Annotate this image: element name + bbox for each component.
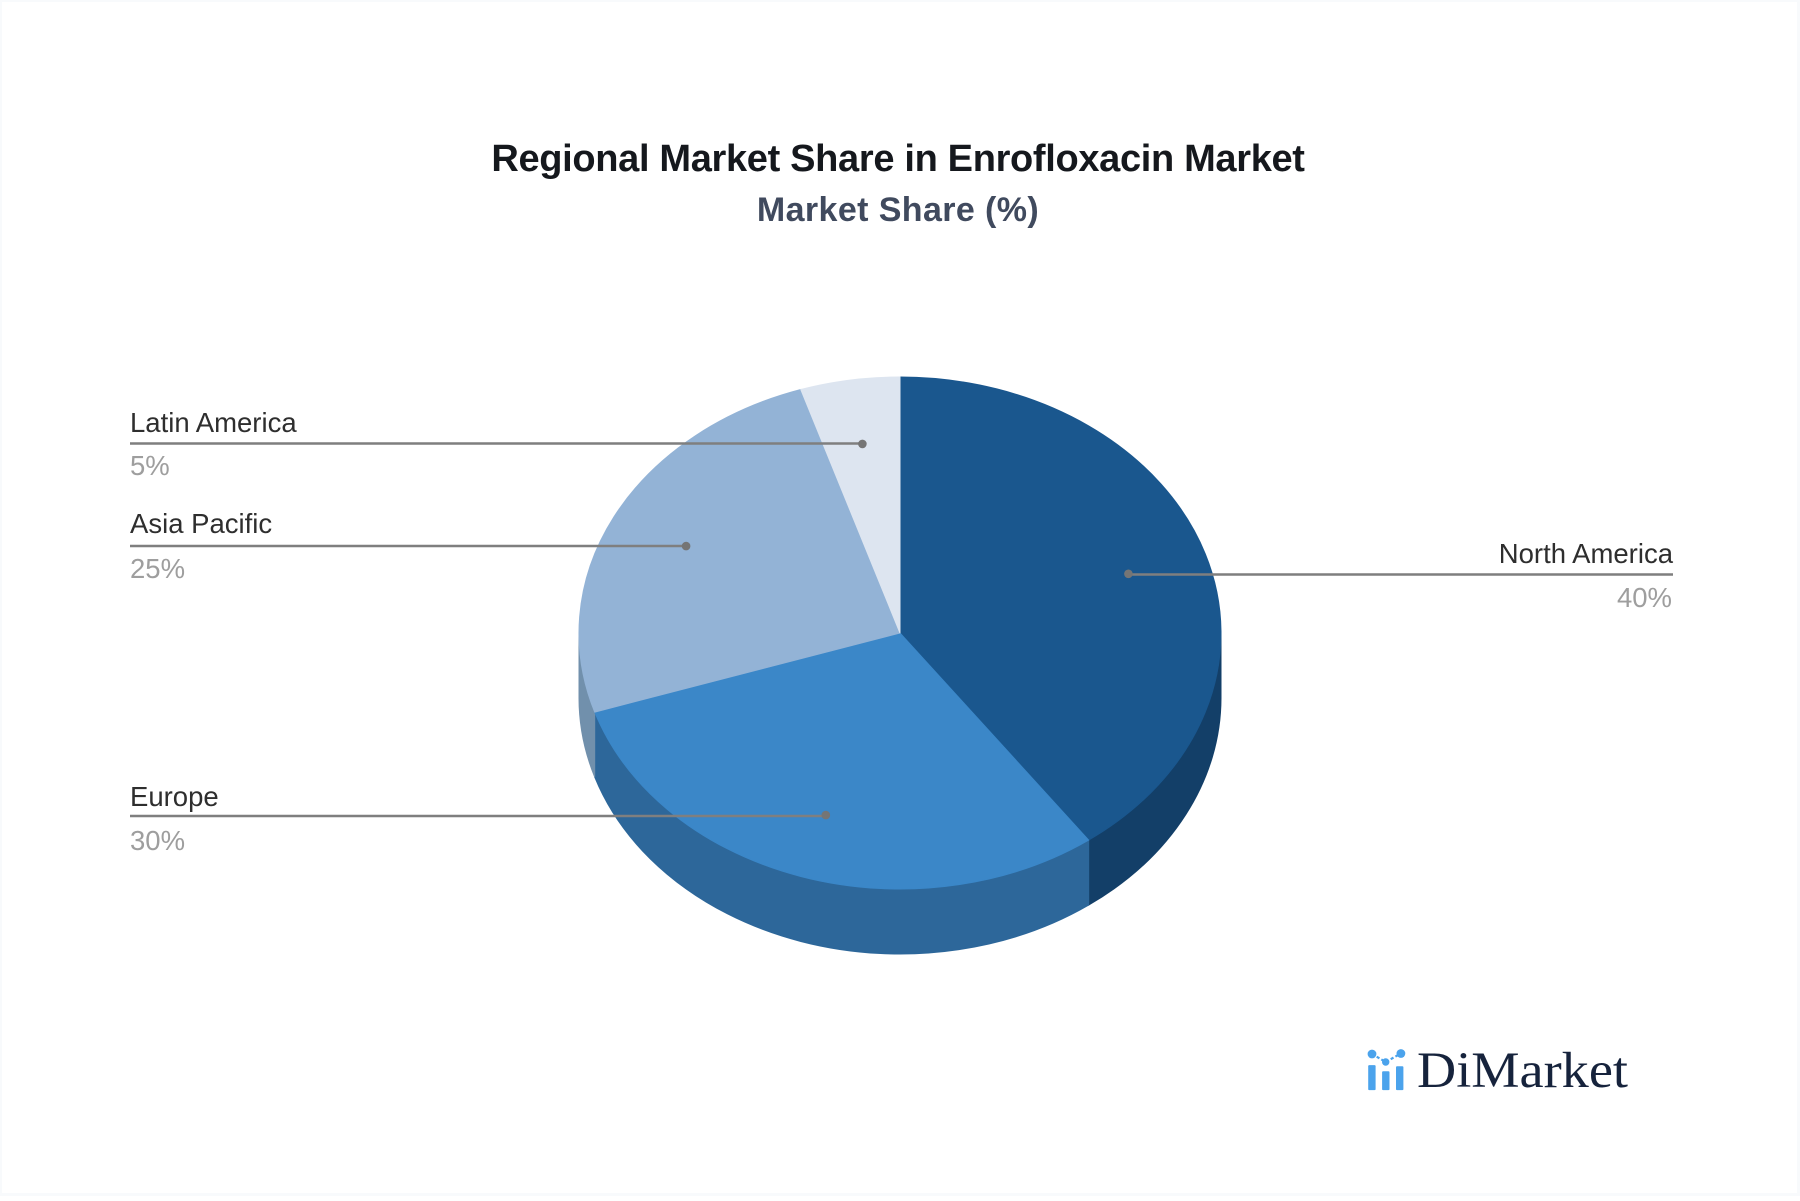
svg-text:Asia Pacific: Asia Pacific bbox=[130, 508, 272, 539]
svg-text:30%: 30% bbox=[130, 825, 185, 856]
svg-text:DiMarket: DiMarket bbox=[1417, 1042, 1628, 1098]
svg-text:Europe: Europe bbox=[130, 781, 219, 812]
svg-text:5%: 5% bbox=[130, 450, 170, 481]
svg-text:Latin America: Latin America bbox=[130, 407, 297, 438]
svg-text:25%: 25% bbox=[130, 553, 185, 584]
svg-text:Regional Market Share in Enrof: Regional Market Share in Enrofloxacin Ma… bbox=[491, 138, 1305, 180]
svg-text:40%: 40% bbox=[1617, 582, 1672, 613]
svg-text:North America: North America bbox=[1499, 538, 1674, 569]
svg-text:Market Share (%): Market Share (%) bbox=[757, 191, 1039, 229]
